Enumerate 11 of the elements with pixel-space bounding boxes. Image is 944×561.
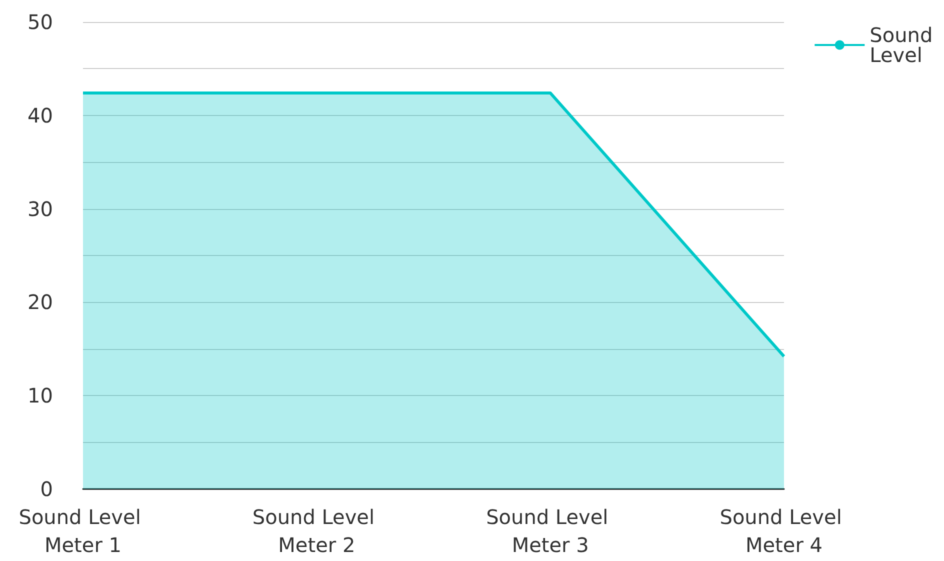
x-tick-label: Sound Level Meter 1 <box>18 505 148 557</box>
legend-label: Sound Level <box>870 23 940 67</box>
x-tick-label: Sound Level Meter 2 <box>252 505 381 557</box>
y-tick-label: 10 <box>28 384 53 408</box>
y-tick-label: 40 <box>28 103 53 128</box>
y-tick-label: 0 <box>40 477 53 501</box>
x-tick-label: Sound Level Meter 4 <box>720 505 848 557</box>
x-tick-label: Sound Level Meter 3 <box>486 505 615 557</box>
y-tick-label: 50 <box>28 10 53 34</box>
y-tick-label: 30 <box>28 196 53 221</box>
y-tick-label: 20 <box>28 290 53 314</box>
